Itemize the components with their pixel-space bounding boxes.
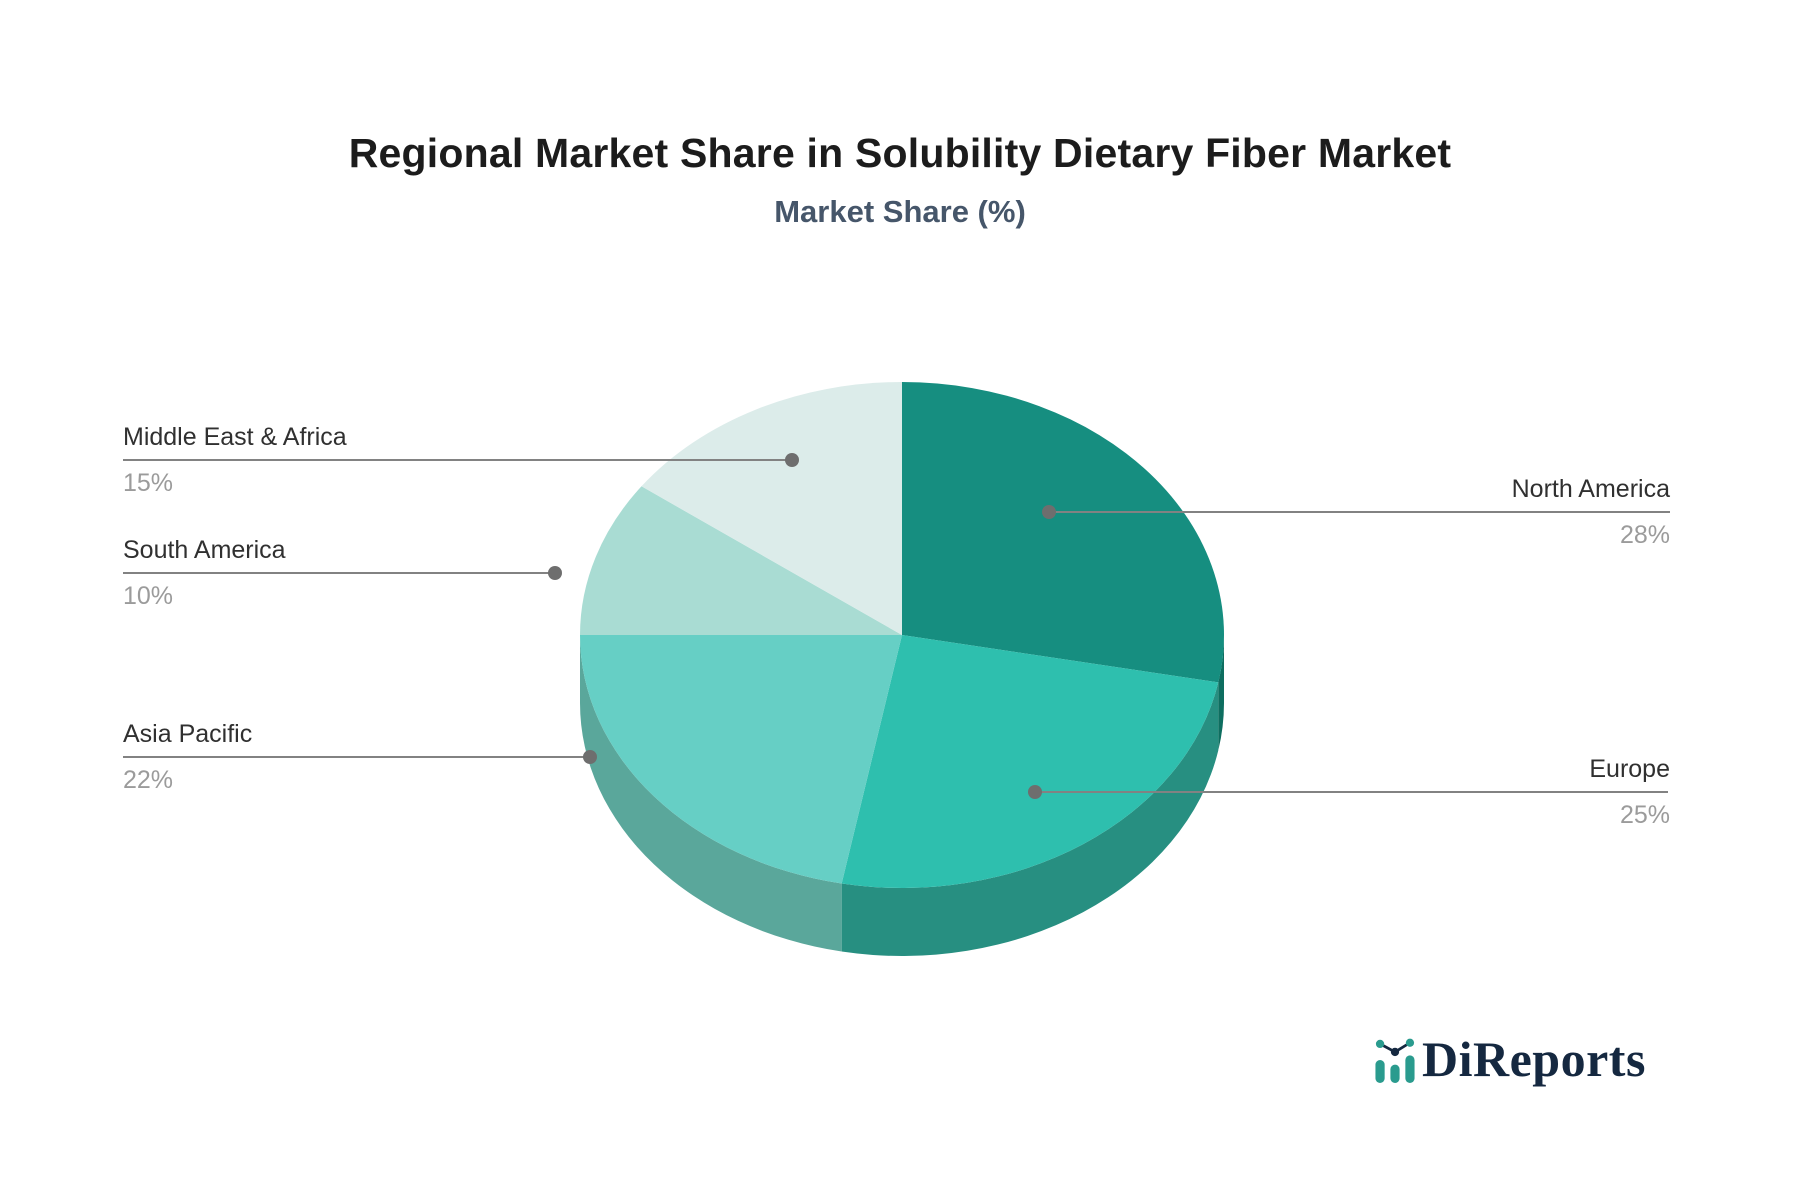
callout-value-asia-pacific: 22%	[123, 766, 174, 794]
callout-label-south-america: South America	[123, 536, 286, 564]
callout-europe: Europe 25%	[1110, 754, 1670, 830]
direports-logo: DiReports	[1374, 1032, 1646, 1086]
callout-value-middle-east-africa: 15%	[123, 469, 174, 497]
callout-label-middle-east-africa: Middle East & Africa	[123, 423, 347, 451]
pie-slice-side-north-america	[1218, 635, 1224, 751]
callout-value-south-america: 10%	[123, 582, 174, 610]
pie-slice-south-america[interactable]	[580, 486, 902, 635]
chart-subtitle: Market Share (%)	[774, 194, 1026, 229]
pie-slice-side-europe	[841, 682, 1219, 957]
callout-label-asia-pacific: Asia Pacific	[123, 720, 253, 748]
pie-slice-north-america[interactable]	[902, 382, 1225, 683]
leader-dot-middle-east-africa	[785, 453, 799, 467]
callout-middle-east-africa: Middle East & Africa 15%	[123, 422, 683, 498]
pie-slice-asia-pacific[interactable]	[580, 635, 902, 884]
pie-slice-middle-east-africa[interactable]	[641, 382, 903, 635]
chart-title: Regional Market Share in Solubility Diet…	[348, 130, 1452, 176]
leader-dot-south-america	[548, 566, 562, 580]
pie-slice-europe[interactable]	[841, 635, 1219, 889]
leader-dot-north-america	[1042, 505, 1056, 519]
callout-asia-pacific: Asia Pacific 22%	[123, 719, 683, 795]
pie-slice-side-asia-pacific	[580, 635, 842, 952]
callout-value-north-america: 28%	[1619, 521, 1670, 549]
callout-south-america: South America 10%	[123, 535, 683, 611]
leader-dot-asia-pacific	[583, 750, 597, 764]
callout-north-america: North America 28%	[1110, 474, 1670, 550]
callout-label-europe: Europe	[1589, 755, 1670, 783]
bar-line-chart-icon	[1375, 1038, 1415, 1083]
logo-text: DiReports	[1422, 1031, 1646, 1087]
callout-value-europe: 25%	[1619, 801, 1670, 829]
callout-label-north-america: North America	[1511, 475, 1670, 503]
leader-dot-europe	[1028, 785, 1042, 799]
